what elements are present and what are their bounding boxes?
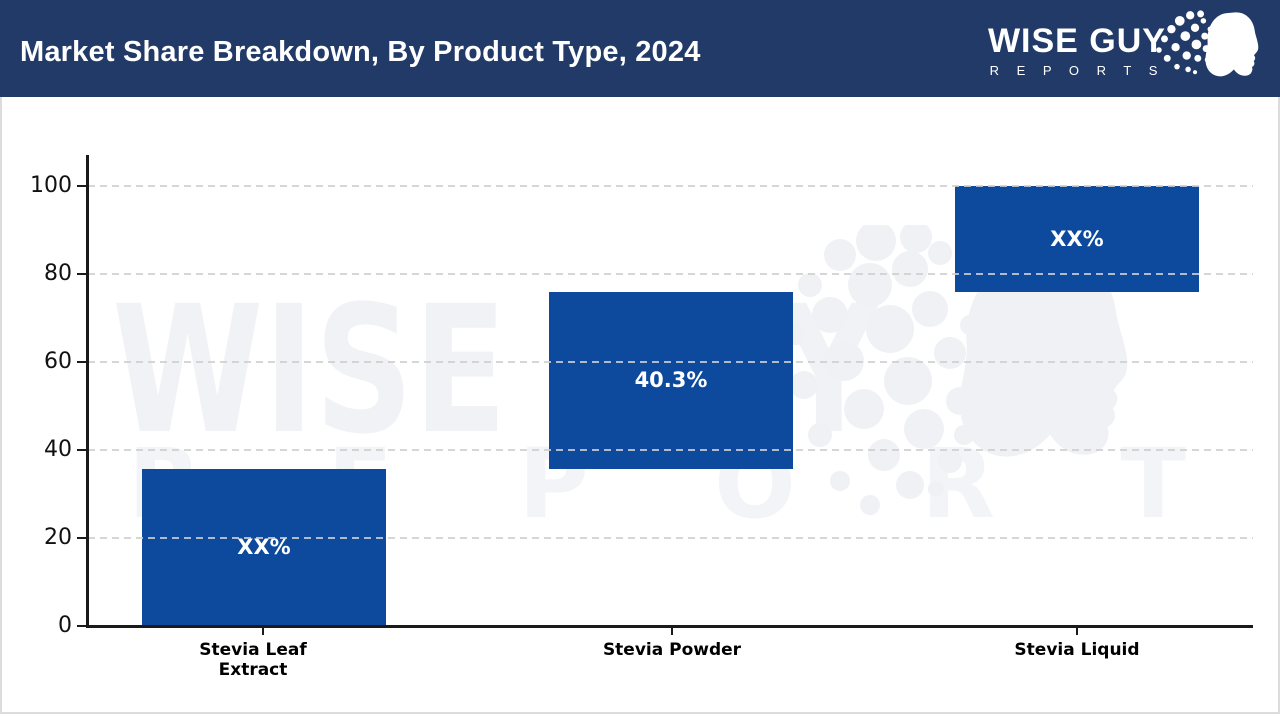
y-tick xyxy=(77,273,86,275)
category-label-stevia-powder: Stevia Powder xyxy=(602,640,742,660)
category-label-stevia-liquid: Stevia Liquid xyxy=(1014,640,1140,660)
gridline-100 xyxy=(88,185,1253,187)
x-tick xyxy=(671,628,673,635)
x-tick xyxy=(262,628,264,635)
logo-text: WISE GUY R E P O R T S xyxy=(988,22,1166,78)
bar-stevia-powder: 40.3% xyxy=(549,291,793,469)
header-banner: Market Share Breakdown, By Product Type,… xyxy=(0,0,1280,97)
logo-wordmark: WISE GUY xyxy=(987,22,1166,60)
bar-value-label: 40.3% xyxy=(634,368,708,393)
y-tick-label: 20 xyxy=(44,525,72,550)
x-axis-line xyxy=(86,625,1253,628)
category-label-stevia-leaf-extract: Stevia Leaf Extract xyxy=(199,640,307,680)
gridline-20 xyxy=(88,537,1253,539)
y-tick-label: 0 xyxy=(58,613,72,638)
y-tick-label: 100 xyxy=(30,173,72,198)
wiseguy-logo: WISE GUY R E P O R T S xyxy=(988,6,1270,94)
y-tick xyxy=(77,625,86,627)
gridline-80 xyxy=(88,273,1253,275)
page-title: Market Share Breakdown, By Product Type,… xyxy=(20,36,701,68)
y-axis-line xyxy=(86,155,89,628)
y-tick xyxy=(77,449,86,451)
y-tick-label: 40 xyxy=(44,437,72,462)
logo-subtitle: R E P O R T S xyxy=(989,63,1165,78)
gridline-40 xyxy=(88,449,1253,451)
y-tick xyxy=(77,185,86,187)
bar-value-label: XX% xyxy=(1050,226,1104,251)
bar-stevia-leaf-extract: XX% xyxy=(142,468,386,626)
y-tick-label: 60 xyxy=(44,349,72,374)
y-tick xyxy=(77,361,86,363)
bar-stevia-liquid: XX% xyxy=(955,186,1199,292)
gridline-60 xyxy=(88,361,1253,363)
y-tick-label: 80 xyxy=(44,261,72,286)
y-tick xyxy=(77,537,86,539)
x-tick xyxy=(1076,628,1078,635)
logo-face-dots-icon xyxy=(1156,10,1259,77)
bar-value-label: XX% xyxy=(237,535,291,560)
